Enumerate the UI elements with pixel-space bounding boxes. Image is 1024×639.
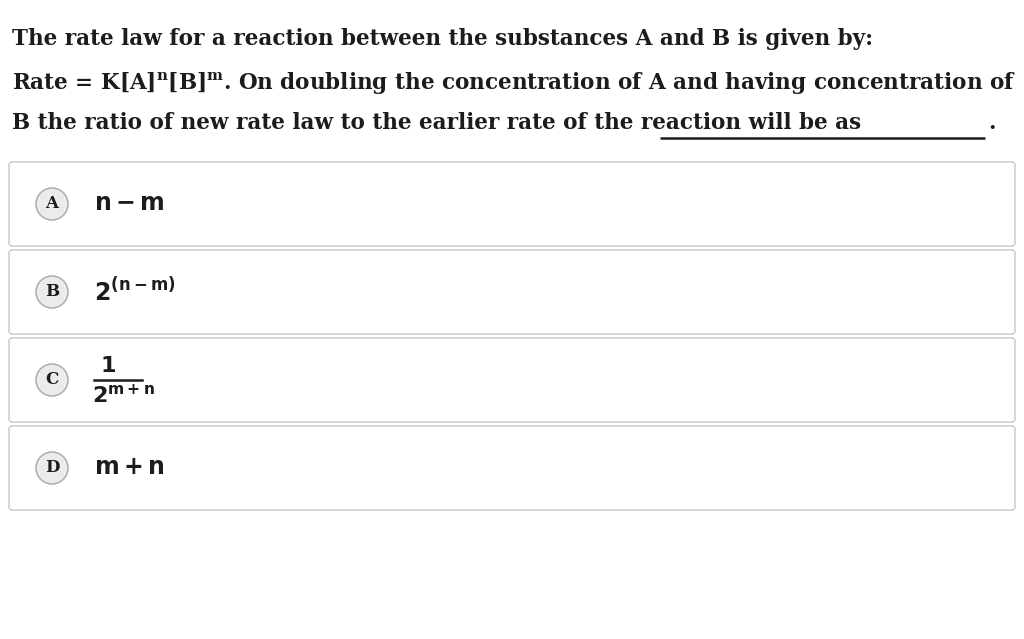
Circle shape (36, 188, 68, 220)
Text: $\mathbf{n-m}$: $\mathbf{n-m}$ (94, 192, 165, 215)
Text: $\mathbf{2^{(n-m)}}$: $\mathbf{2^{(n-m)}}$ (94, 278, 176, 306)
Text: Rate = K[A]$\mathregular{^n}$[B]$\mathregular{^m}$. On doubling the concentratio: Rate = K[A]$\mathregular{^n}$[B]$\mathre… (12, 70, 1016, 96)
FancyBboxPatch shape (9, 426, 1015, 510)
Text: $\mathbf{2^{m+n}}$: $\mathbf{2^{m+n}}$ (92, 384, 155, 408)
Text: B the ratio of new rate law to the earlier rate of the reaction will be as: B the ratio of new rate law to the earli… (12, 112, 861, 134)
Text: The rate law for a reaction between the substances A and B is given by:: The rate law for a reaction between the … (12, 28, 873, 50)
FancyBboxPatch shape (9, 162, 1015, 246)
Circle shape (36, 364, 68, 396)
Text: D: D (45, 459, 59, 477)
Text: C: C (45, 371, 58, 389)
Text: B: B (45, 284, 59, 300)
Text: $\mathbf{m+n}$: $\mathbf{m+n}$ (94, 456, 165, 479)
Text: $\mathbf{1}$: $\mathbf{1}$ (100, 355, 116, 377)
Circle shape (36, 452, 68, 484)
FancyBboxPatch shape (9, 338, 1015, 422)
FancyBboxPatch shape (9, 250, 1015, 334)
Text: .: . (988, 112, 995, 134)
Text: A: A (45, 196, 58, 213)
Circle shape (36, 276, 68, 308)
